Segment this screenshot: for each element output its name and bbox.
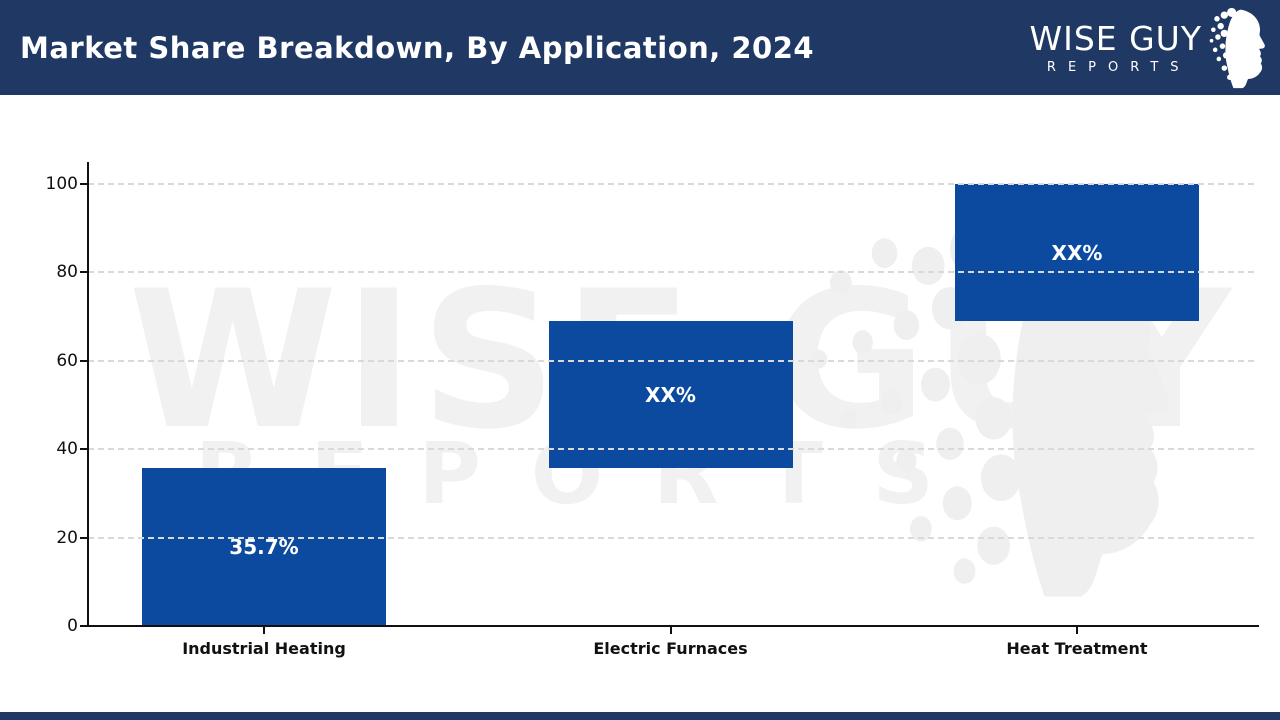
logo-brand-name: WISE GUY bbox=[1029, 19, 1202, 58]
bar-heat-treatment: XX% bbox=[955, 184, 1199, 322]
bar-electric-furnaces: XX% bbox=[548, 321, 793, 469]
page-title: Market Share Breakdown, By Application, … bbox=[20, 30, 815, 65]
bar-industrial-heating: 35.7% bbox=[142, 468, 386, 626]
wise-guy-logo: WISE GUY REPORTS bbox=[1029, 4, 1272, 92]
bar-value-label: XX% bbox=[1051, 240, 1103, 265]
watermark-face-icon bbox=[811, 223, 1170, 597]
logo-face-icon bbox=[1209, 7, 1265, 89]
bar-value-label: 35.7% bbox=[229, 535, 299, 560]
chart-area: WISE GUY REPORTS 35.7% XX% XX% 0 20 4 bbox=[0, 95, 1280, 712]
logo-brand-sub: REPORTS bbox=[1046, 60, 1191, 75]
header-bar: Market Share Breakdown, By Application, … bbox=[0, 0, 1280, 95]
footer-bar bbox=[0, 712, 1280, 720]
bar-value-label: XX% bbox=[645, 382, 696, 407]
logo-text: WISE GUY REPORTS bbox=[1029, 19, 1202, 76]
